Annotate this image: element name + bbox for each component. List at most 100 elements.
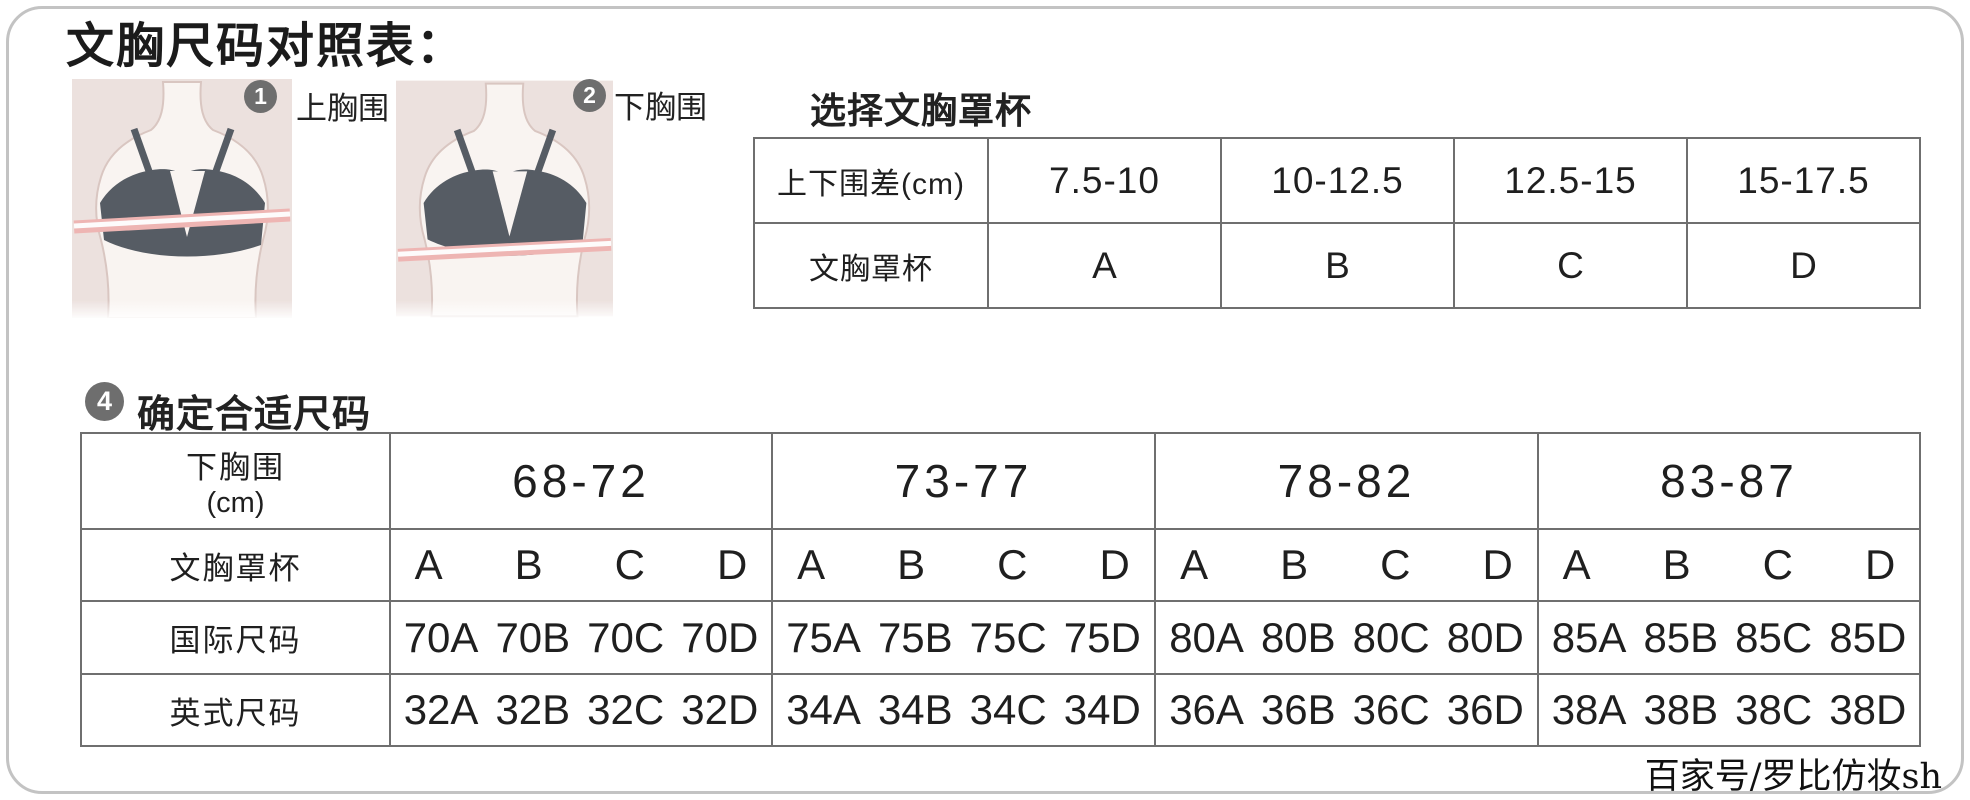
underbust-range-cell: 78-82 — [1154, 432, 1539, 530]
size-token: 80C — [1352, 613, 1430, 661]
size-token: 70C — [587, 613, 665, 661]
underbust-label: 下胸围 — [186, 450, 285, 485]
size-token: 70B — [495, 613, 571, 661]
cup-diff-row: 上下围差(cm) 7.5-10 10-12.5 12.5-15 15-17.5 — [753, 137, 1921, 224]
diff-range-cell: 10-12.5 — [1220, 137, 1455, 224]
cup-letters-group: A B C D — [1157, 541, 1536, 589]
size-token: 80D — [1446, 613, 1524, 661]
size-token: 36C — [1352, 686, 1430, 733]
step-1-badge: 1 — [244, 80, 277, 113]
cup-letters-group: A B C D — [774, 541, 1153, 589]
underbust-range-cell: 83-87 — [1537, 432, 1921, 530]
size-token: 85C — [1735, 613, 1813, 661]
mannequin-under-bust-figure — [396, 79, 613, 318]
size-token: C — [1380, 541, 1411, 588]
size-token: 70D — [681, 613, 759, 661]
size-token: B — [514, 541, 543, 588]
size-token: 32B — [495, 686, 571, 733]
cup-letter-cell: D — [1686, 222, 1921, 309]
international-size-row: 国际尺码 70A 70B 70C 70D 75A 75B 75C 75D 80A 80B 80C… — [80, 600, 1921, 675]
size-token: A — [797, 541, 826, 588]
mannequin-upper-bust-figure — [72, 79, 292, 318]
mannequin-upper-bust-illustration — [72, 79, 292, 318]
cup-letter-cell: A — [987, 222, 1222, 309]
size-token: 38C — [1735, 686, 1813, 733]
step-2-label: 下胸围 — [614, 90, 707, 125]
intl-sizes-group: 80A 80B 80C 80D — [1157, 613, 1536, 662]
size-token: 36A — [1169, 686, 1244, 733]
size-token: 75D — [1063, 613, 1141, 661]
size-token: 36D — [1446, 686, 1524, 733]
row-label-underbust: 下胸围 (cm) — [80, 432, 391, 530]
size-token: 80B — [1260, 613, 1336, 661]
size-token: 32A — [403, 686, 479, 733]
size-token: 85D — [1829, 613, 1907, 661]
intl-sizes-group: 70A 70B 70C 70D — [392, 613, 770, 662]
uk-size-row: 英式尺码 32A 32B 32C 32D 34A 34B 34C 34D 36A 36B 36C… — [80, 673, 1921, 747]
size-token: D — [717, 541, 748, 588]
uk-sizes-group: 32A 32B 32C 32D — [392, 686, 770, 734]
size-section-heading: 确定合适尺码 — [137, 394, 372, 436]
mannequin-under-bust-illustration — [396, 80, 613, 318]
size-token: C — [1762, 541, 1794, 588]
cup-letter-cell: C — [1453, 222, 1688, 309]
size-token: 32C — [587, 686, 665, 733]
size-token: 75A — [786, 613, 861, 661]
size-token: B — [897, 541, 926, 588]
diff-range-cell: 15-17.5 — [1686, 137, 1921, 224]
diff-range-cell: 7.5-10 — [987, 137, 1222, 224]
underbust-unit: (cm) — [206, 487, 265, 519]
row-label-cups: 文胸罩杯 — [80, 528, 391, 602]
size-token: 38D — [1829, 686, 1907, 733]
cup-selection-table: 上下围差(cm) 7.5-10 10-12.5 12.5-15 15-17.5 … — [753, 137, 1921, 309]
size-comparison-table: 下胸围 (cm) 68-72 73-77 78-82 83-87 文胸罩杯 A B… — [80, 432, 1921, 747]
size-token: 75C — [969, 613, 1047, 661]
size-token: C — [614, 541, 646, 588]
diff-range-cell: 12.5-15 — [1453, 137, 1688, 224]
size-token: B — [1662, 541, 1691, 588]
size-token: A — [1562, 541, 1591, 588]
cup-letter-cell: B — [1220, 222, 1455, 309]
cup-letters-group: A B C D — [392, 541, 770, 589]
size-token: D — [1099, 541, 1130, 588]
size-token: B — [1280, 541, 1309, 588]
size-token: 34C — [969, 686, 1047, 733]
size-token: 70A — [403, 613, 479, 661]
uk-sizes-group: 36A 36B 36C 36D — [1157, 686, 1536, 734]
intl-sizes-group: 85A 85B 85C 85D — [1540, 613, 1918, 662]
row-label-international: 国际尺码 — [80, 600, 391, 675]
cup-row: 文胸罩杯 A B C D A B C D A B C D A B C D — [80, 528, 1921, 602]
size-token: 34A — [786, 686, 861, 733]
size-token: C — [997, 541, 1028, 588]
size-token: A — [414, 541, 443, 588]
measuring-tape-under — [397, 237, 612, 262]
underbust-range-cell: 73-77 — [771, 432, 1156, 530]
size-token: 38A — [1551, 686, 1627, 733]
size-token: 34D — [1063, 686, 1141, 733]
underbust-row: 下胸围 (cm) 68-72 73-77 78-82 83-87 — [80, 432, 1921, 530]
page-title: 文胸尺码对照表： — [66, 20, 467, 73]
size-token: 80A — [1169, 613, 1244, 661]
size-token: D — [1865, 541, 1896, 588]
size-token: 32D — [681, 686, 759, 733]
intl-sizes-group: 75A 75B 75C 75D — [774, 613, 1153, 662]
size-token: 75B — [877, 613, 953, 661]
size-token: A — [1180, 541, 1209, 588]
cup-letters-group: A B C D — [1540, 541, 1918, 589]
size-token: 36B — [1260, 686, 1336, 733]
cup-letter-row: 文胸罩杯 A B C D — [753, 222, 1921, 309]
uk-sizes-group: 34A 34B 34C 34D — [774, 686, 1153, 734]
row-label-diff: 上下围差(cm) — [753, 137, 989, 224]
step-4-badge: 4 — [85, 382, 124, 421]
step-2-badge: 2 — [573, 79, 606, 112]
cup-selection-heading: 选择文胸罩杯 — [810, 90, 1033, 131]
step-1-label: 上胸围 — [296, 91, 389, 126]
size-token: 38B — [1643, 686, 1719, 733]
row-label-uk: 英式尺码 — [80, 673, 391, 747]
underbust-range-cell: 68-72 — [389, 432, 773, 530]
watermark-credit: 百家号/罗比仿妆sh — [1644, 757, 1942, 797]
size-token: 85B — [1643, 613, 1719, 661]
uk-sizes-group: 38A 38B 38C 38D — [1540, 686, 1918, 734]
size-token: D — [1482, 541, 1513, 588]
